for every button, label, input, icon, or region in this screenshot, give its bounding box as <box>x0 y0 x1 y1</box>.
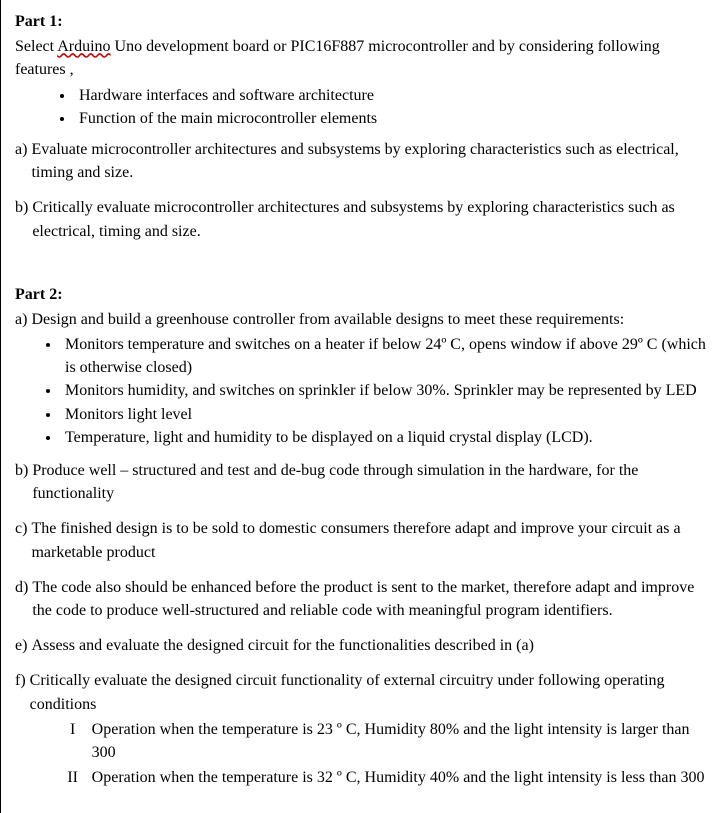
roman-text: Operation when the temperature is 23 º C… <box>92 718 707 764</box>
part2-heading: Part 2: <box>15 283 707 306</box>
list-item: Function of the main microcontroller ele… <box>75 107 707 130</box>
misspelled-word: Arduino <box>57 38 110 55</box>
item-text: Evaluate microcontroller architectures a… <box>31 138 707 184</box>
item-text: The code also should be enhanced before … <box>32 576 707 622</box>
part2-item-f: f) Critically evaluate the designed circ… <box>15 669 707 791</box>
item-letter: d) <box>15 576 32 622</box>
roman-item: II Operation when the temperature is 32 … <box>64 766 707 789</box>
part1-heading: Part 1: <box>15 10 707 33</box>
item-letter: f) <box>15 669 30 791</box>
roman-numeral: II <box>64 766 92 789</box>
part1-features-list: Hardware interfaces and software archite… <box>75 84 707 130</box>
list-item: Monitors temperature and switches on a h… <box>61 333 707 379</box>
item-letter: b) <box>15 196 32 242</box>
intro-suffix: Uno development board or PIC16F887 micro… <box>15 38 660 78</box>
part2-a-bullets: Monitors temperature and switches on a h… <box>61 333 707 449</box>
roman-item: I Operation when the temperature is 23 º… <box>64 718 707 764</box>
item-letter: c) <box>15 517 31 563</box>
part2-item-a: a) Design and build a greenhouse control… <box>15 308 707 331</box>
item-text: Critically evaluate microcontroller arch… <box>32 196 707 242</box>
item-text: Critically evaluate the designed circuit… <box>30 669 707 715</box>
roman-text: Operation when the temperature is 32 º C… <box>92 766 707 789</box>
list-item: Monitors light level <box>61 403 707 426</box>
roman-numeral: I <box>64 718 92 764</box>
part2-item-b: b) Produce well – structured and test an… <box>15 459 707 505</box>
item-letter: a) <box>15 138 31 184</box>
part1-intro: Select Arduino Uno development board or … <box>15 35 707 81</box>
item-letter: b) <box>15 459 32 505</box>
item-text: The finished design is to be sold to dom… <box>31 517 707 563</box>
part1-item-a: a) Evaluate microcontroller architecture… <box>15 138 707 184</box>
intro-prefix: Select <box>15 38 57 55</box>
item-text: Design and build a greenhouse controller… <box>31 308 707 331</box>
item-letter: e) <box>15 634 31 657</box>
part2-item-c: c) The finished design is to be sold to … <box>15 517 707 563</box>
item-letter: a) <box>15 308 31 331</box>
item-text: Assess and evaluate the designed circuit… <box>31 634 707 657</box>
list-item: Hardware interfaces and software archite… <box>75 84 707 107</box>
list-item: Monitors humidity, and switches on sprin… <box>61 379 707 402</box>
part1-item-b: b) Critically evaluate microcontroller a… <box>15 196 707 242</box>
item-text: Produce well – structured and test and d… <box>32 459 707 505</box>
list-item: Temperature, light and humidity to be di… <box>61 426 707 449</box>
part2-item-d: d) The code also should be enhanced befo… <box>15 576 707 622</box>
part2-item-e: e) Assess and evaluate the designed circ… <box>15 634 707 657</box>
roman-list: I Operation when the temperature is 23 º… <box>64 718 707 790</box>
